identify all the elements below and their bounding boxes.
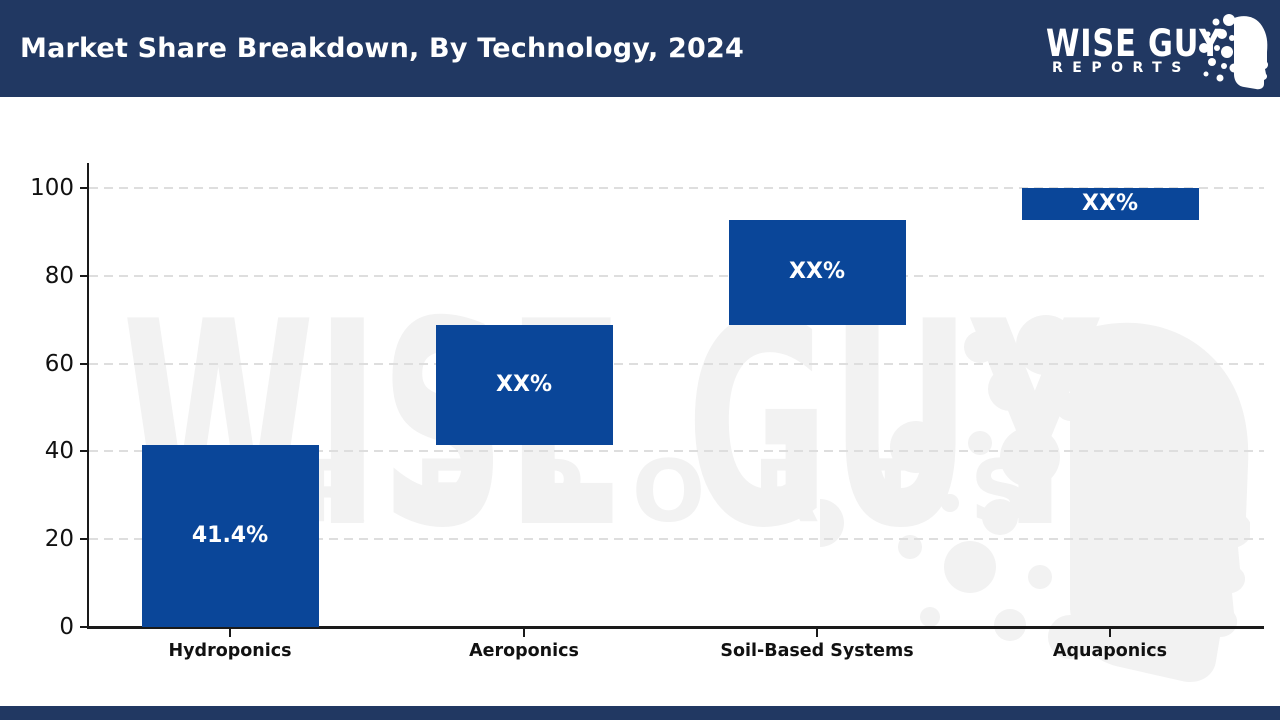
x-axis-line <box>87 626 1264 629</box>
y-axis-line <box>87 163 89 629</box>
y-tick-label-60: 60 <box>44 350 74 377</box>
footer-bar <box>0 706 1280 720</box>
y-tick-100 <box>80 187 89 189</box>
y-tick-20 <box>80 538 89 541</box>
gridline-80 <box>89 274 1264 277</box>
y-tick-80 <box>80 274 89 277</box>
header-bar: Market Share Breakdown, By Technology, 2… <box>0 0 1280 97</box>
x-tick-label-3: Aquaponics <box>1052 641 1168 661</box>
bar-value-label: 41.4% <box>191 523 269 549</box>
bar-soil-based-systems: XX% <box>728 219 906 325</box>
y-tick-label-20: 20 <box>44 526 74 553</box>
y-tick-0 <box>80 626 89 628</box>
gridline-100 <box>89 187 1264 189</box>
x-tick-1 <box>523 629 525 637</box>
y-tick-40 <box>80 450 89 453</box>
bar-aeroponics: XX% <box>435 324 613 446</box>
x-tick-label-2: Soil-Based Systems <box>720 641 914 661</box>
logo-face-icon <box>1199 14 1269 90</box>
bar-aquaponics: XX% <box>1021 188 1199 220</box>
y-tick-label-0: 0 <box>59 614 74 640</box>
x-tick-0 <box>229 629 231 637</box>
bar-value-label: XX% <box>789 259 845 285</box>
y-tick-60 <box>80 362 89 365</box>
gridline-60 <box>89 362 1264 365</box>
x-tick-label-1: Aeroponics <box>469 641 579 661</box>
logo-wiseguy-text: WISE GUY <box>1046 22 1222 65</box>
gridline-20 <box>89 538 1264 541</box>
y-tick-label-80: 80 <box>44 262 74 289</box>
bar-value-label: XX% <box>496 372 552 398</box>
x-tick-label-0: Hydroponics <box>168 641 292 661</box>
y-tick-label-40: 40 <box>44 438 74 465</box>
x-tick-2 <box>816 629 818 637</box>
y-tick-label-100: 100 <box>30 175 74 201</box>
logo-reports-text: REPORTS <box>1052 60 1191 76</box>
bar-value-label: XX% <box>1082 190 1138 216</box>
gridline-40 <box>89 450 1264 453</box>
x-tick-3 <box>1109 629 1111 637</box>
chart-title: Market Share Breakdown, By Technology, 2… <box>20 33 745 64</box>
bar-hydroponics: 41.4% <box>141 445 319 627</box>
wise-guy-reports-logo: WISE GUY REPORTS <box>1020 0 1270 97</box>
